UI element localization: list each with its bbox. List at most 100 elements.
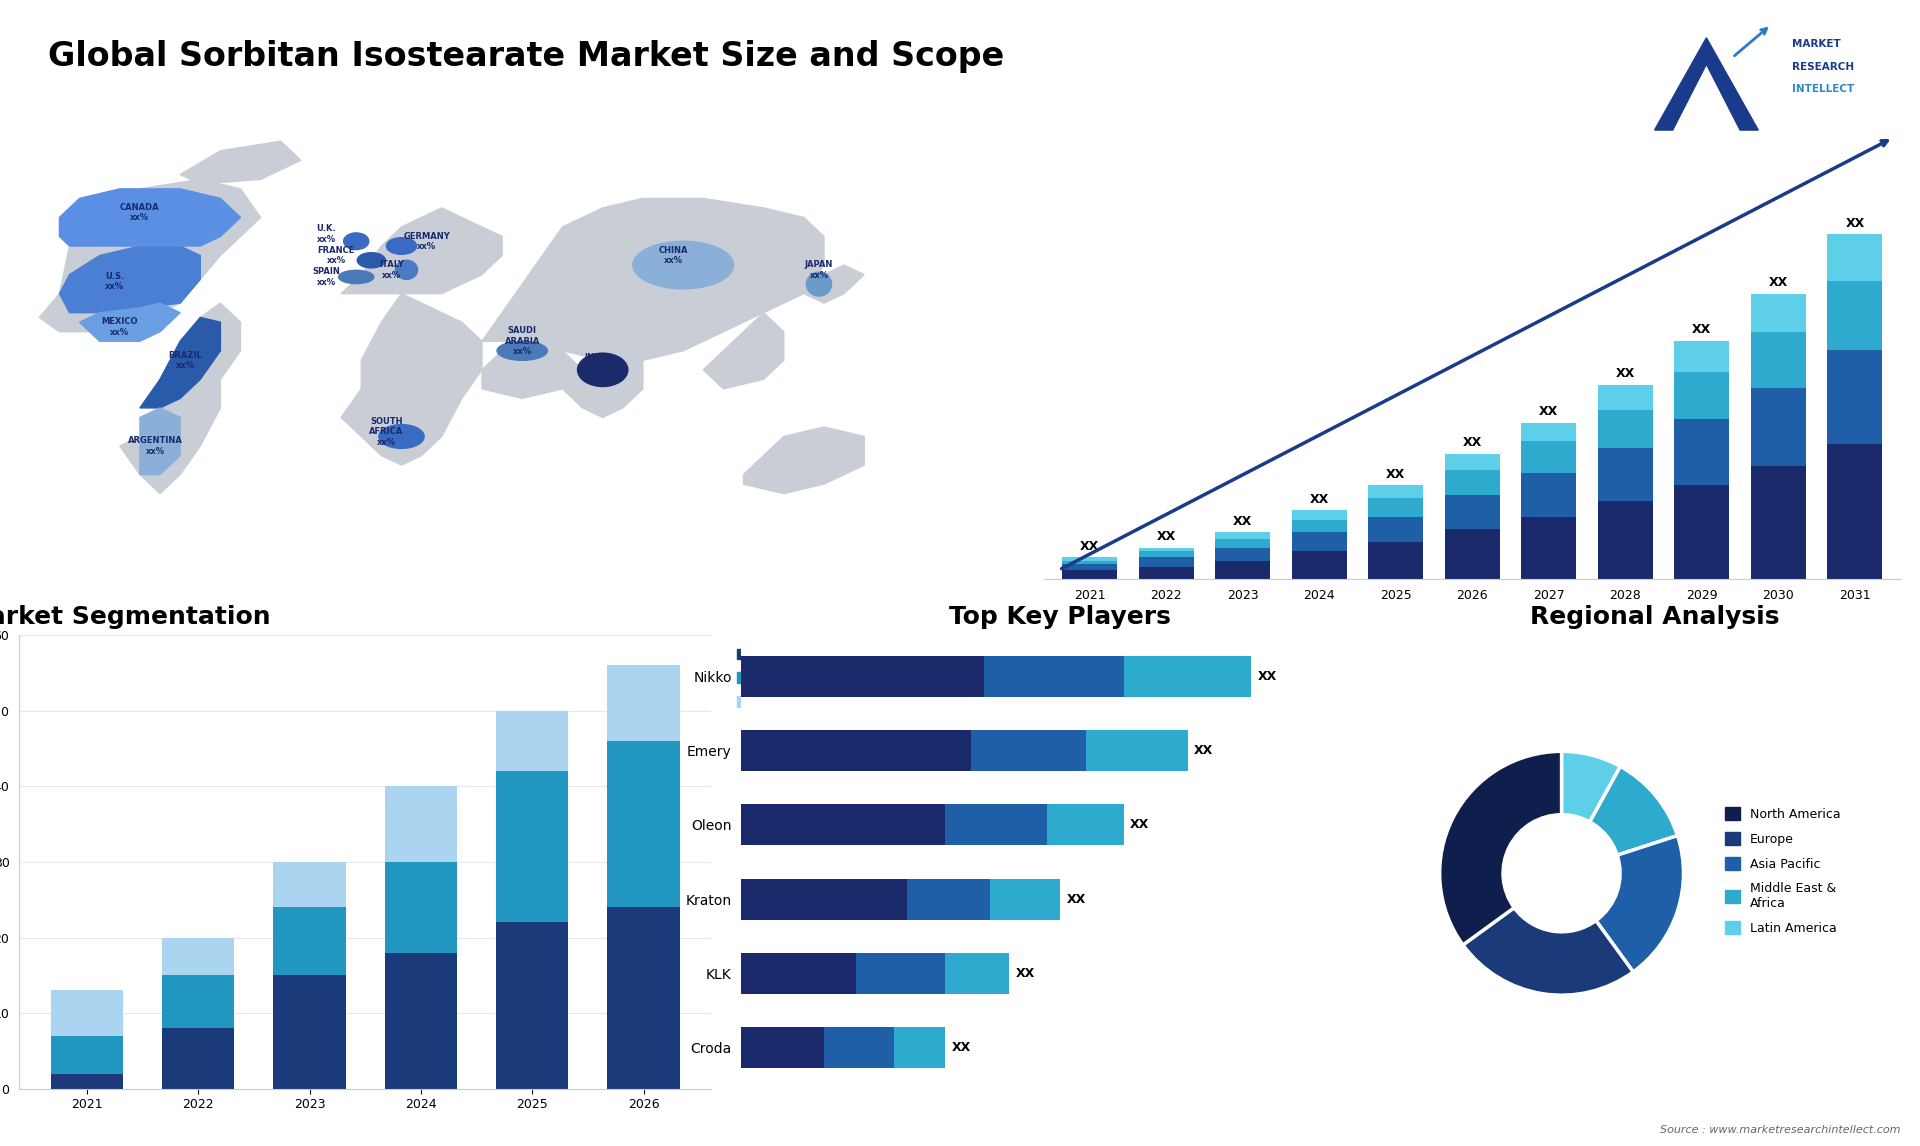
Text: XX: XX <box>1066 893 1087 905</box>
Bar <box>1292 510 1346 520</box>
Bar <box>741 953 856 994</box>
Polygon shape <box>1655 38 1759 131</box>
Polygon shape <box>563 342 643 417</box>
Text: CANADA
xx%: CANADA xx% <box>121 203 159 222</box>
Text: XX: XX <box>1233 515 1252 527</box>
Bar <box>1215 539 1271 548</box>
Polygon shape <box>38 179 261 331</box>
Bar <box>1123 656 1252 697</box>
Bar <box>1674 419 1730 485</box>
Bar <box>1828 234 1882 281</box>
Bar <box>945 953 1010 994</box>
Bar <box>1597 410 1653 448</box>
Bar <box>273 908 346 975</box>
Bar <box>1597 448 1653 501</box>
Polygon shape <box>804 265 864 304</box>
Bar <box>1521 517 1576 580</box>
Text: Source : www.marketresearchintellect.com: Source : www.marketresearchintellect.com <box>1661 1124 1901 1135</box>
Bar <box>161 937 234 975</box>
Bar <box>1674 342 1730 372</box>
Ellipse shape <box>386 237 417 254</box>
Polygon shape <box>342 293 482 465</box>
Ellipse shape <box>338 270 374 283</box>
Bar <box>161 1028 234 1089</box>
Text: SAUDI
ARABIA
xx%: SAUDI ARABIA xx% <box>505 327 540 356</box>
Text: MARKET: MARKET <box>1791 39 1841 49</box>
Ellipse shape <box>806 273 831 296</box>
Bar <box>1215 548 1271 560</box>
Bar <box>741 730 972 771</box>
Text: MEXICO
xx%: MEXICO xx% <box>102 317 138 337</box>
Bar <box>1048 804 1123 846</box>
Bar <box>1062 557 1117 560</box>
Text: XX: XX <box>1768 276 1788 289</box>
Bar <box>384 952 457 1089</box>
Text: XX: XX <box>952 1042 972 1054</box>
Bar <box>856 953 945 994</box>
Bar <box>1215 532 1271 539</box>
Bar <box>741 656 983 697</box>
Bar <box>273 975 346 1089</box>
Text: XX: XX <box>1258 669 1277 683</box>
Bar <box>1139 567 1194 580</box>
Bar <box>1292 520 1346 532</box>
Bar <box>1369 542 1423 580</box>
Bar <box>50 1036 123 1074</box>
Polygon shape <box>119 304 240 494</box>
Bar <box>607 666 680 741</box>
Bar <box>1369 485 1423 497</box>
Bar <box>1521 472 1576 517</box>
Text: Market Segmentation: Market Segmentation <box>0 605 271 629</box>
Bar <box>50 990 123 1036</box>
Bar <box>1062 570 1117 580</box>
Text: INTELLECT: INTELLECT <box>1791 84 1855 94</box>
Bar <box>945 804 1048 846</box>
Bar <box>1444 470 1500 495</box>
Bar <box>607 908 680 1089</box>
Text: XX: XX <box>1845 217 1864 229</box>
Text: XX: XX <box>1692 323 1711 336</box>
Text: XX: XX <box>1386 468 1405 480</box>
Text: XX: XX <box>1081 540 1100 552</box>
Bar <box>1521 441 1576 472</box>
Text: CHINA
xx%: CHINA xx% <box>659 246 687 265</box>
Text: XX: XX <box>1617 367 1636 380</box>
Text: JAPAN
xx%: JAPAN xx% <box>804 260 833 280</box>
Ellipse shape <box>357 252 386 268</box>
Bar <box>1062 564 1117 570</box>
Bar <box>1215 560 1271 580</box>
Bar <box>895 1027 945 1068</box>
Ellipse shape <box>396 260 417 280</box>
Bar <box>1751 293 1807 331</box>
Bar <box>1828 445 1882 580</box>
Text: ARGENTINA
xx%: ARGENTINA xx% <box>127 437 182 456</box>
Ellipse shape <box>634 242 733 289</box>
Bar <box>1674 372 1730 419</box>
Text: INDIA
xx%: INDIA xx% <box>584 353 611 372</box>
Text: XX: XX <box>1463 437 1482 449</box>
Polygon shape <box>180 141 301 185</box>
Bar <box>906 879 991 919</box>
Polygon shape <box>60 189 240 246</box>
Ellipse shape <box>578 353 628 386</box>
Legend: Type, Application, Geography: Type, Application, Geography <box>732 642 843 715</box>
Bar <box>741 1027 824 1068</box>
Text: SPAIN
xx%: SPAIN xx% <box>313 267 340 286</box>
Text: RESEARCH: RESEARCH <box>1791 62 1855 72</box>
Text: BRAZIL
xx%: BRAZIL xx% <box>169 351 202 370</box>
Bar <box>1369 517 1423 542</box>
Polygon shape <box>342 207 503 293</box>
Polygon shape <box>482 198 824 360</box>
Ellipse shape <box>344 233 369 250</box>
Bar <box>1674 485 1730 580</box>
Bar <box>824 1027 895 1068</box>
Bar <box>741 804 945 846</box>
Bar <box>495 711 568 771</box>
Text: XX: XX <box>1016 967 1035 980</box>
Text: XX: XX <box>1540 405 1559 418</box>
Polygon shape <box>60 246 200 313</box>
Bar <box>1751 331 1807 388</box>
Bar <box>495 771 568 923</box>
Bar <box>1751 466 1807 580</box>
Text: SOUTH
AFRICA
xx%: SOUTH AFRICA xx% <box>369 417 403 447</box>
